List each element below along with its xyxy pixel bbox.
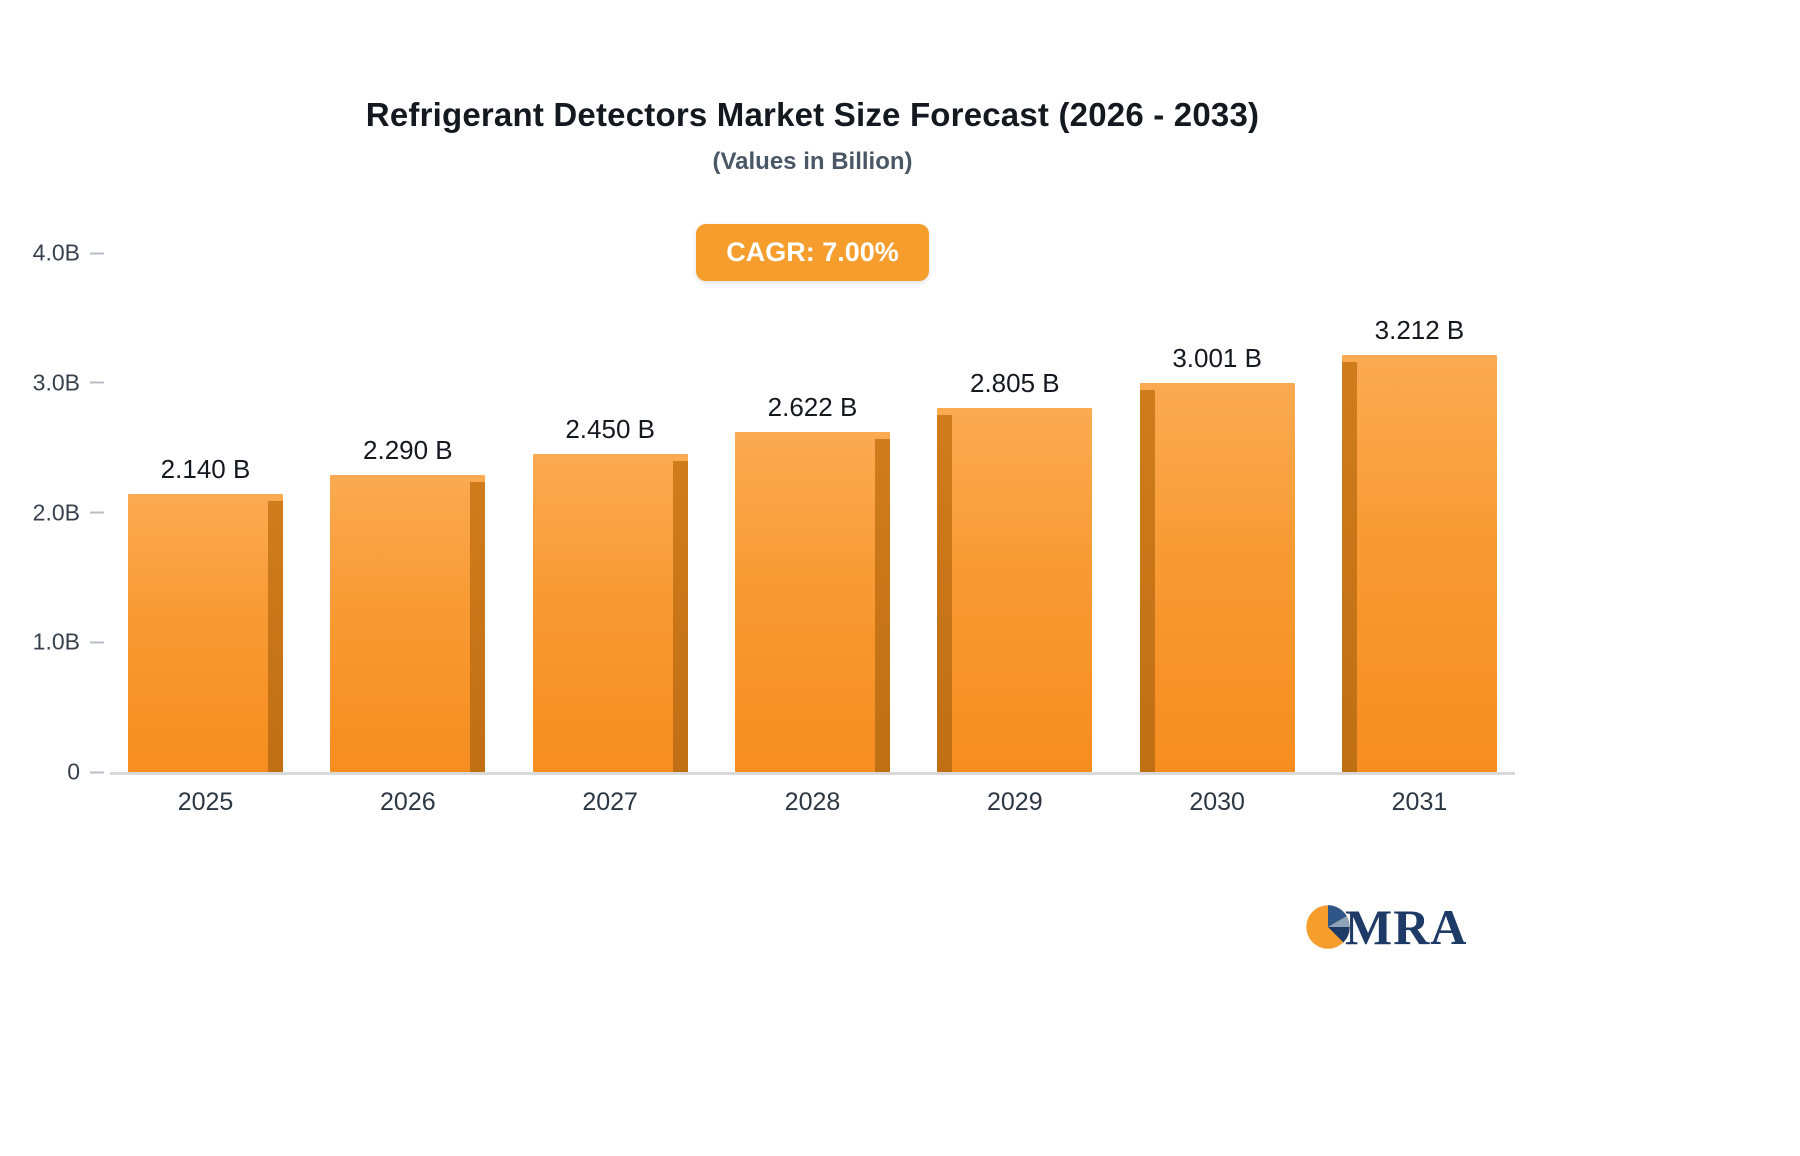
bar-column: 2.450 B [532, 253, 688, 772]
bar-column: 2.622 B [734, 253, 890, 773]
bar: 3.212 B [1341, 315, 1497, 772]
y-tick: 2.0B [33, 499, 104, 526]
x-tick-label: 2031 [1391, 788, 1448, 816]
y-tick-dash [90, 511, 104, 514]
cagr-badge-row: CAGR: 7.00% [110, 224, 1515, 281]
plot-area: 2.140 B 2.290 B 2.450 B 2.622 B 2.805 B 3.001… [110, 253, 1515, 775]
bar-column: 2.140 B [128, 253, 283, 772]
x-tick-label: 2027 [582, 788, 638, 816]
pie-logo-icon [1306, 905, 1350, 949]
bar-value-label: 3.001 B [1172, 342, 1262, 373]
bar: 2.290 B [330, 435, 486, 773]
y-tick-dash [90, 641, 104, 644]
bar-value-label: 2.805 B [969, 368, 1060, 399]
y-tick-label: 1.0B [32, 628, 80, 655]
brand-logo-text: MRA [1345, 899, 1468, 955]
bar-series: 2.140 B 2.290 B 2.450 B 2.622 B 2.805 B 3.001… [110, 253, 1515, 773]
chart-subtitle: (Values in Billion) [712, 148, 913, 175]
y-tick: 1.0B [33, 629, 104, 656]
bar-value-label: 3.212 B [1374, 315, 1465, 346]
y-tick: 0 [67, 759, 104, 786]
brand-logo: MRA [1305, 902, 1467, 952]
y-tick-dash [90, 771, 104, 773]
y-tick-dash [90, 381, 104, 384]
x-tick-label: 2030 [1189, 788, 1245, 816]
x-tick-label: 2028 [784, 788, 841, 816]
y-axis: 4.0B 3.0B 2.0B 1.0B 0 [0, 240, 104, 785]
y-tick-dash [90, 252, 104, 254]
bar-value-label: 2.622 B [767, 391, 858, 422]
x-axis: 2025 2026 2027 2028 2029 2030 2031 [110, 788, 1515, 817]
bar-value-label: 2.290 B [363, 434, 453, 465]
y-tick-label: 2.0B [32, 499, 80, 525]
x-tick-label: 2026 [380, 788, 436, 816]
y-tick: 3.0B [33, 369, 104, 396]
y-tick: 4.0B [33, 240, 104, 267]
y-tick-label: 4.0B [32, 239, 80, 266]
bar-value-label: 2.140 B [160, 454, 251, 485]
bar-column: 2.805 B [937, 253, 1093, 772]
x-tick-label: 2025 [177, 788, 234, 816]
y-tick-label: 3.0B [32, 369, 80, 396]
bar: 2.140 B [128, 454, 283, 772]
bar-column: 3.001 B [1139, 253, 1295, 773]
bar: 2.805 B [937, 368, 1093, 772]
bar-value-label: 2.450 B [565, 414, 655, 445]
x-tick-label: 2029 [987, 788, 1043, 816]
y-tick-label: 0 [67, 758, 80, 785]
bar: 2.450 B [532, 414, 688, 772]
bar-column: 2.290 B [330, 253, 486, 773]
cagr-badge: CAGR: 7.00% [696, 224, 929, 281]
bar: 3.001 B [1139, 343, 1295, 773]
bar: 2.622 B [734, 392, 890, 773]
chart-title: Refrigerant Detectors Market Size Foreca… [365, 96, 1260, 133]
bar-column: 3.212 B [1341, 253, 1497, 772]
